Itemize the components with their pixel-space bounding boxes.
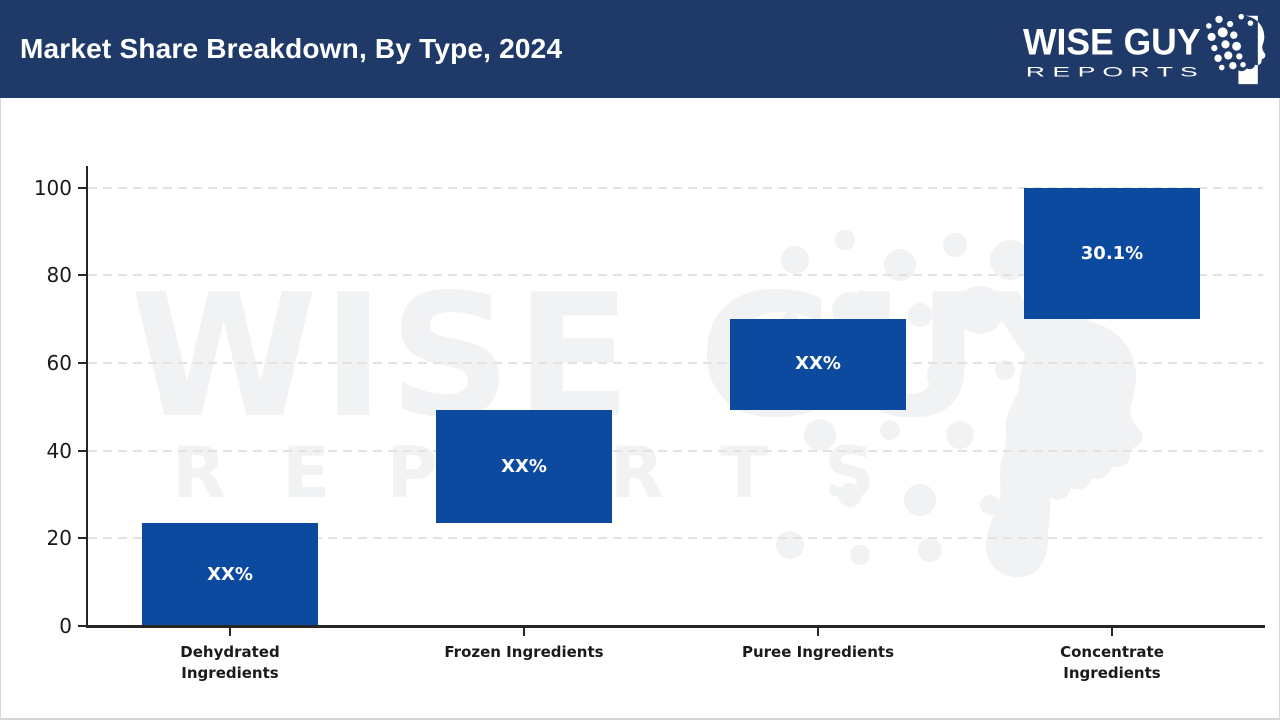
- logo-wordmark: WISE GUY: [1023, 22, 1201, 63]
- category-label: Dehydrated Ingredients: [180, 643, 280, 682]
- y-tick-label-0: 0: [59, 614, 72, 638]
- gridline-100: [88, 186, 1263, 189]
- watermark-wordmark: WISE GUY: [130, 258, 1112, 456]
- y-tick-label-40: 40: [46, 438, 72, 463]
- y-tick-label-100: 100: [33, 175, 72, 200]
- y-tick-label-20: 20: [46, 526, 72, 551]
- y-tick-80: [78, 274, 86, 277]
- gridline-40: [88, 449, 1263, 452]
- x-tick: [1111, 628, 1113, 636]
- bar-value-label: XX%: [795, 353, 841, 375]
- chart-title: Market Share Breakdown, By Type, 2024: [20, 33, 563, 64]
- wise-guy-reports-logo: WISE GUY R E P O R T S: [1023, 13, 1266, 85]
- y-axis-line: [86, 166, 88, 627]
- gridline-60: [88, 361, 1263, 364]
- y-tick-label-80: 80: [46, 263, 72, 288]
- category-label: Concentrate Ingredients: [1060, 643, 1164, 682]
- category-label: Puree Ingredients: [741, 643, 895, 661]
- x-tick: [229, 628, 231, 636]
- bar-segment: [436, 409, 612, 523]
- x-tick: [817, 628, 819, 636]
- y-tick-100: [78, 186, 86, 189]
- y-tick-40: [78, 449, 86, 452]
- y-tick-label-60: 60: [46, 350, 72, 375]
- gridline-20: [88, 537, 1263, 540]
- x-axis-line: [86, 625, 1265, 628]
- bar-value-label: 30.1%: [1080, 242, 1144, 264]
- logo-subtext: R E P O R T S: [1026, 64, 1198, 80]
- x-tick: [523, 628, 525, 636]
- bar-segment: [1024, 187, 1200, 320]
- bar-segment: [142, 522, 318, 626]
- y-tick-0: [78, 625, 86, 627]
- category-label: Frozen Ingredients: [444, 643, 604, 661]
- gridline-80: [88, 274, 1263, 277]
- header-bar: Market Share Breakdown, By Type, 2024 WI…: [0, 0, 1280, 98]
- logo-face-icon: [1206, 13, 1266, 85]
- bar-segment: [730, 319, 906, 410]
- y-tick-20: [78, 537, 86, 540]
- bar-value-label: XX%: [501, 455, 547, 477]
- y-tick-60: [78, 361, 86, 364]
- bar-value-label: XX%: [207, 563, 253, 585]
